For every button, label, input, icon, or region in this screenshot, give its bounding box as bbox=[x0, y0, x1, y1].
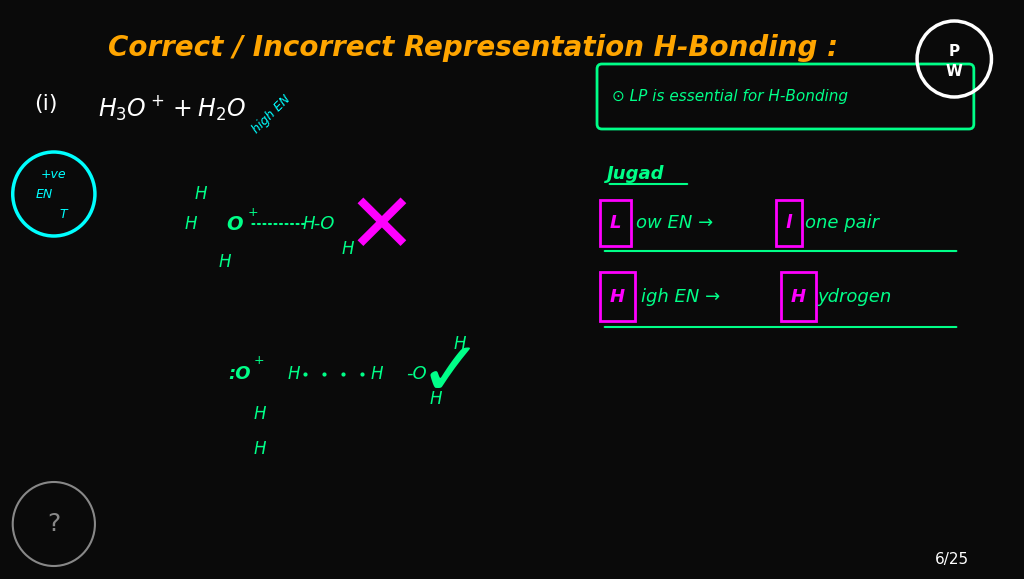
Text: ✕: ✕ bbox=[347, 189, 417, 269]
Text: -O: -O bbox=[407, 365, 427, 383]
Text: H: H bbox=[341, 240, 353, 258]
Text: H: H bbox=[195, 185, 207, 203]
Text: T: T bbox=[59, 207, 68, 221]
Text: H: H bbox=[302, 215, 314, 233]
Text: ⊙ LP is essential for H-Bonding: ⊙ LP is essential for H-Bonding bbox=[611, 90, 848, 104]
Text: +: + bbox=[254, 354, 264, 368]
Text: H: H bbox=[792, 288, 806, 306]
Text: l: l bbox=[785, 214, 792, 232]
Text: H: H bbox=[454, 335, 466, 353]
Text: H: H bbox=[253, 405, 265, 423]
Text: W: W bbox=[946, 64, 963, 79]
Text: Correct / Incorrect Representation H-Bonding :: Correct / Incorrect Representation H-Bon… bbox=[108, 34, 838, 62]
Text: P: P bbox=[948, 45, 959, 60]
Text: H: H bbox=[288, 365, 300, 383]
Text: -O: -O bbox=[308, 215, 335, 233]
Text: EN: EN bbox=[36, 188, 52, 200]
Text: :O: :O bbox=[228, 365, 251, 383]
Text: H: H bbox=[610, 288, 625, 306]
Text: one pair: one pair bbox=[805, 214, 879, 232]
Text: H: H bbox=[253, 440, 265, 458]
Text: H: H bbox=[429, 390, 441, 408]
Text: ?: ? bbox=[47, 512, 60, 536]
Text: igh EN →: igh EN → bbox=[641, 288, 720, 306]
Text: L: L bbox=[610, 214, 622, 232]
Text: +: + bbox=[247, 206, 258, 218]
Text: O: O bbox=[226, 214, 244, 233]
Text: high EN: high EN bbox=[250, 92, 293, 135]
Text: ydrogen: ydrogen bbox=[817, 288, 892, 306]
Text: H: H bbox=[219, 253, 231, 271]
Text: ✓: ✓ bbox=[418, 337, 482, 411]
Text: ow EN →: ow EN → bbox=[636, 214, 714, 232]
Text: +ve: +ve bbox=[41, 167, 67, 181]
Text: H: H bbox=[371, 365, 383, 383]
Text: Jugad: Jugad bbox=[607, 165, 665, 183]
Text: (i): (i) bbox=[34, 94, 57, 114]
Text: $H_3O^+ + H_2O$: $H_3O^+ + H_2O$ bbox=[98, 94, 246, 123]
Text: H: H bbox=[184, 215, 197, 233]
Text: 6/25: 6/25 bbox=[935, 552, 969, 567]
